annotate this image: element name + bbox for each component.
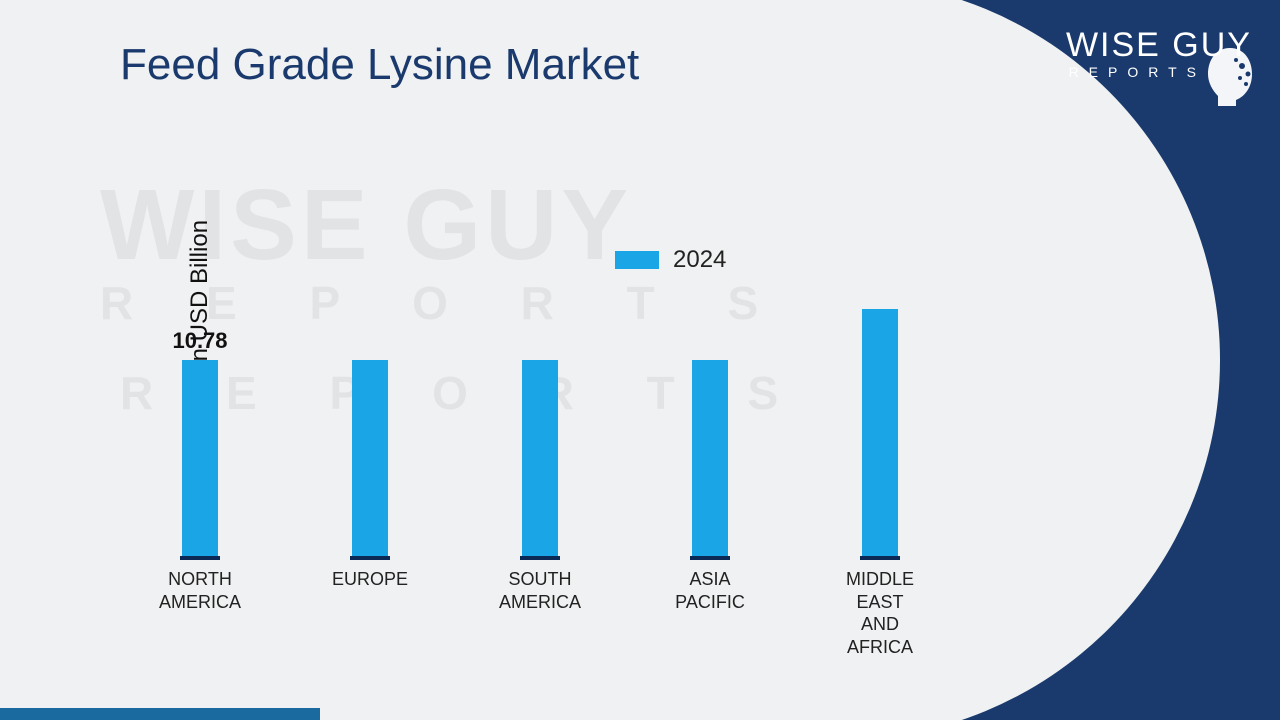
bottom-accent-strip <box>0 708 320 720</box>
bar-group: EUROPE <box>310 360 430 560</box>
legend: 2024 <box>615 246 726 274</box>
category-label: NORTH AMERICA <box>159 568 241 613</box>
bar <box>182 360 218 560</box>
category-label: ASIA PACIFIC <box>675 568 745 613</box>
bar <box>522 360 558 560</box>
bar-base <box>860 556 900 560</box>
bar <box>692 360 728 560</box>
category-label: SOUTH AMERICA <box>499 568 581 613</box>
bar-group: ASIA PACIFIC <box>650 360 770 560</box>
legend-swatch <box>615 251 659 269</box>
chart-title: Feed Grade Lysine Market <box>120 40 639 90</box>
logo-sub-text: REPORTS <box>1066 64 1206 80</box>
category-label: MIDDLE EAST AND AFRICA <box>846 568 914 658</box>
bar-group: SOUTH AMERICA <box>480 360 600 560</box>
bar <box>352 360 388 560</box>
bar-base <box>520 556 560 560</box>
bar <box>862 309 898 560</box>
category-label: EUROPE <box>332 568 408 591</box>
bar-base <box>180 556 220 560</box>
head-icon <box>1202 46 1258 110</box>
bar-value-label: 10.78 <box>172 328 227 354</box>
brand-logo: WISE GUY REPORTS <box>1066 28 1252 80</box>
chart-canvas: WISE GUY REPORTS WISE GUY R E P O R T S … <box>0 0 1280 720</box>
bar-group: MIDDLE EAST AND AFRICA <box>820 309 940 560</box>
chart-plot-area: 10.78NORTH AMERICA EUROPE SOUTH AMERICA ASI… <box>110 300 950 560</box>
legend-label: 2024 <box>673 246 726 274</box>
bar-base <box>690 556 730 560</box>
bar-base <box>350 556 390 560</box>
bar-group: 10.78NORTH AMERICA <box>140 360 260 560</box>
